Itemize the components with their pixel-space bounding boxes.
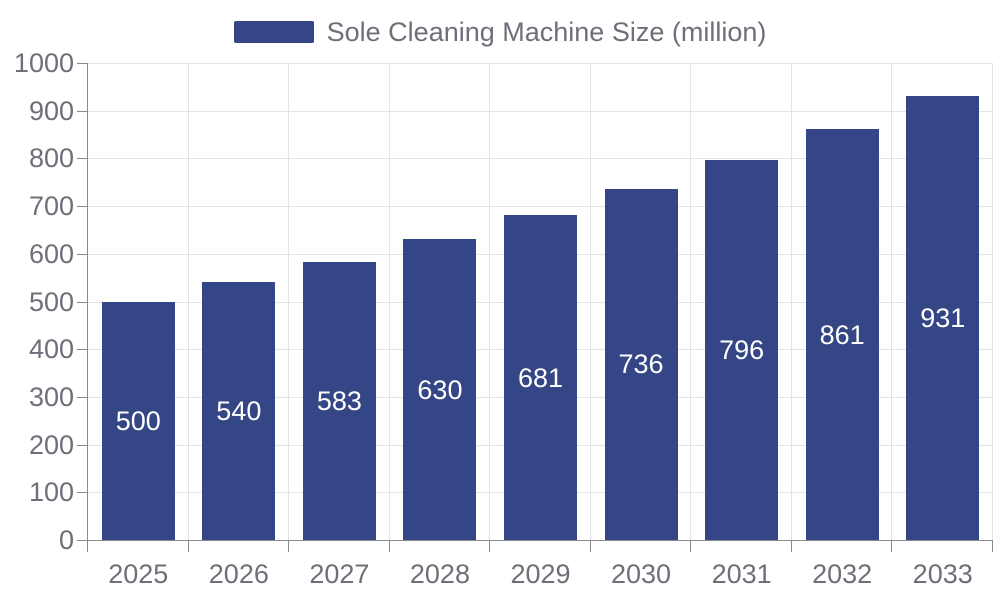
y-axis-tick <box>77 253 87 255</box>
y-axis-tick-label: 900 <box>28 95 74 126</box>
plot-area: 0 100 200 300 400 500 600 700 800 900 1000 2025 2026… <box>14 49 993 588</box>
x-axis-category-label: 2030 <box>611 559 672 589</box>
gridline-horizontal <box>88 206 993 208</box>
gridline-horizontal <box>88 110 993 112</box>
bar-value-label: 931 <box>920 302 966 333</box>
bar-value-label: 540 <box>216 396 262 427</box>
gridline-horizontal <box>88 63 993 64</box>
gridline-vertical <box>790 63 792 540</box>
x-axis-tick <box>87 540 88 552</box>
legend-label: Sole Cleaning Machine Size (million) <box>326 16 767 47</box>
y-axis-tick-label: 100 <box>28 477 74 508</box>
bar-2031[interactable]: 796 <box>705 160 779 540</box>
x-axis-category-label: 2026 <box>208 559 269 589</box>
y-axis-tick <box>77 158 87 160</box>
x-axis-category-label: 2027 <box>309 559 370 589</box>
legend-item[interactable]: Sole Cleaning Machine Size (million) <box>0 14 1000 50</box>
y-axis-tick-label: 1000 <box>13 48 74 78</box>
bar-2028[interactable]: 630 <box>403 239 477 540</box>
y-axis-tick-label: 400 <box>28 334 74 365</box>
gridline-vertical <box>992 63 993 540</box>
bar-value-label: 861 <box>819 319 865 350</box>
bar-value-label: 583 <box>316 385 362 416</box>
x-axis-category-label: 2025 <box>108 559 169 589</box>
gridline-horizontal <box>88 158 993 160</box>
x-axis-tick <box>187 540 189 552</box>
y-axis-tick-label: 300 <box>28 381 74 412</box>
gridline-vertical <box>388 63 390 540</box>
x-axis-tick <box>388 540 390 552</box>
gridline-vertical <box>288 63 290 540</box>
bar-value-label: 681 <box>517 362 564 393</box>
bar-2032[interactable]: 861 <box>805 129 879 540</box>
x-axis-category-label: 2031 <box>711 559 772 589</box>
gridline-vertical <box>891 63 893 540</box>
bar-value-label: 736 <box>618 349 664 380</box>
gridline-vertical <box>690 63 692 540</box>
bar-2026[interactable]: 540 <box>202 282 276 540</box>
x-axis-tick <box>288 540 290 552</box>
y-axis-tick-label: 600 <box>28 238 74 269</box>
bar-value-label: 796 <box>719 335 765 366</box>
x-axis-tick <box>891 540 893 552</box>
gridline-vertical <box>589 63 591 540</box>
x-axis-category-label: 2032 <box>812 559 873 589</box>
bar-2030[interactable]: 736 <box>604 188 678 540</box>
y-axis-tick-label: 700 <box>28 191 74 222</box>
x-axis-category-label: 2033 <box>912 559 973 589</box>
x-axis-category-label: 2029 <box>510 559 571 589</box>
bar-value-label: 500 <box>115 405 161 436</box>
x-axis-tick <box>489 540 491 552</box>
x-axis-tick <box>790 540 792 552</box>
x-axis-line <box>87 540 993 541</box>
y-axis-tick <box>77 301 87 303</box>
bar-value-label: 630 <box>417 374 463 405</box>
x-axis-tick <box>992 540 993 552</box>
y-axis-tick <box>77 63 87 64</box>
y-axis-tick <box>77 206 87 208</box>
y-axis-tick <box>77 349 87 351</box>
bar-2033[interactable]: 931 <box>906 95 980 540</box>
bar-2029[interactable]: 681 <box>504 215 577 540</box>
x-axis-tick <box>589 540 591 552</box>
y-axis-tick <box>77 444 87 446</box>
bar-2025[interactable]: 500 <box>101 301 175 540</box>
gridline-vertical <box>489 63 491 540</box>
x-axis-category-label: 2028 <box>409 559 470 589</box>
y-axis-tick-label: 500 <box>28 286 74 317</box>
y-axis-tick <box>77 540 87 541</box>
y-axis-tick <box>77 492 87 494</box>
y-axis-tick-label: 200 <box>28 429 74 460</box>
y-axis-tick <box>77 110 87 112</box>
y-axis-line <box>87 63 88 540</box>
x-axis-tick <box>690 540 692 552</box>
y-axis-tick-label: 800 <box>28 143 74 174</box>
gridline-vertical <box>187 63 189 540</box>
y-axis-tick <box>77 396 87 398</box>
bar-2027[interactable]: 583 <box>302 261 376 540</box>
legend-swatch <box>233 21 314 43</box>
y-axis-tick-label: 0 <box>58 525 74 555</box>
